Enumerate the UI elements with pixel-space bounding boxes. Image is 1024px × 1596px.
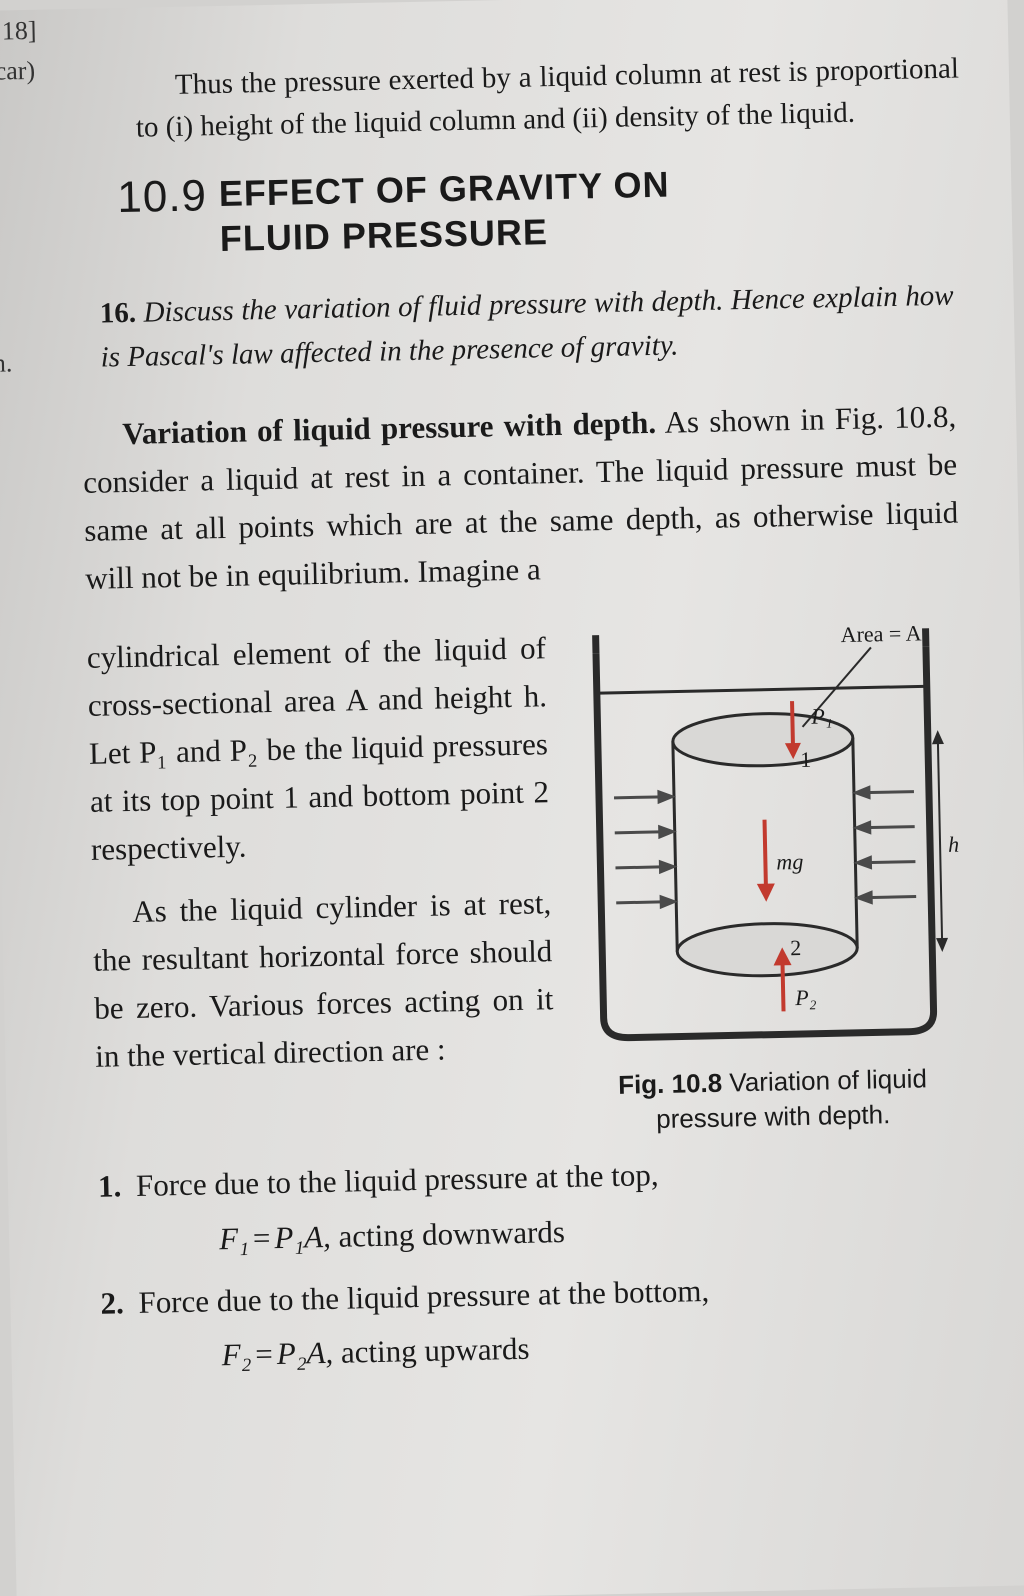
eq2-lhs: F₂ bbox=[221, 1336, 251, 1372]
list-num-2: 2. bbox=[100, 1279, 139, 1328]
list-text-1: Force due to the liquid pressure at the … bbox=[136, 1157, 659, 1203]
section-number: 10.9 bbox=[117, 171, 208, 223]
question-16: 16. Discuss the variation of fluid press… bbox=[99, 275, 955, 380]
pt2-label: 2 bbox=[790, 935, 802, 960]
wrap-text-p1: cylindrical element of the liquid of cro… bbox=[86, 625, 550, 875]
eq2-tail: acting upwards bbox=[333, 1330, 530, 1369]
h-arrow-bottom bbox=[936, 938, 948, 952]
p2-arrow-shaft bbox=[782, 962, 783, 1012]
cylinder-right bbox=[853, 738, 857, 948]
equation-2: F₂=P₂A, acting upwards bbox=[221, 1315, 986, 1379]
margin-ref: 18] bbox=[2, 16, 37, 47]
figure-caption-bold: Fig. 10.8 bbox=[618, 1068, 723, 1100]
wrap-text: cylindrical element of the liquid of cro… bbox=[86, 625, 554, 1081]
cylinder-bottom bbox=[677, 922, 858, 978]
list-num-1: 1. bbox=[98, 1162, 137, 1211]
figure-svg: Area = A P₁ 1 mg P₂ 2 bbox=[565, 616, 969, 1054]
p1-label: P₁ bbox=[810, 704, 833, 729]
p1-arrow-shaft bbox=[792, 701, 793, 747]
eq2-rhs: P₂A, bbox=[276, 1334, 333, 1370]
text-figure-wrap: cylindrical element of the liquid of cro… bbox=[86, 616, 971, 1149]
mg-label: mg bbox=[776, 849, 803, 875]
figure-caption: Fig. 10.8 Variation of liquid pressure w… bbox=[575, 1061, 971, 1139]
h-arrow-top bbox=[932, 730, 944, 744]
liquid-surface bbox=[600, 687, 924, 694]
equation-1: F₁=P₁A, acting downwards bbox=[219, 1199, 984, 1263]
question-number: 16. bbox=[99, 297, 136, 330]
intro-paragraph: Thus the pressure exerted by a liquid co… bbox=[135, 47, 961, 148]
h-label: h bbox=[948, 832, 960, 857]
wrap-text-p2: As the liquid cylinder is at rest, the r… bbox=[92, 879, 555, 1081]
section-title-line1: EFFECT OF GRAVITY ON bbox=[218, 164, 669, 214]
section-heading: 10.9 EFFECT OF GRAVITY ON FLUID PRESSURE bbox=[117, 156, 963, 264]
h-line bbox=[938, 736, 942, 946]
list-text-2: Force due to the liquid pressure at the … bbox=[138, 1273, 709, 1320]
cylinder-left bbox=[673, 742, 677, 952]
area-label: Area = A bbox=[840, 621, 921, 648]
mg-arrow-shaft bbox=[765, 820, 766, 888]
eq1-lhs: F₁ bbox=[219, 1220, 249, 1256]
textbook-page: 18] car) n. Thus the pressure exerted by… bbox=[0, 0, 1024, 1596]
margin-tag: car) bbox=[0, 56, 35, 87]
margin-side: n. bbox=[0, 348, 13, 378]
eq1-rhs: P₁A, bbox=[274, 1218, 331, 1254]
eq1-tail: acting downwards bbox=[330, 1214, 565, 1254]
side-arrows-left bbox=[614, 792, 674, 908]
paragraph-1-lead: Variation of liquid pressure with depth. bbox=[122, 405, 656, 451]
side-arrows-right bbox=[856, 787, 916, 903]
pt1-label: 1 bbox=[800, 747, 812, 772]
p2-label: P₂ bbox=[794, 985, 817, 1010]
question-text: Discuss the variation of fluid pressure … bbox=[100, 280, 954, 373]
mg-arrow-head bbox=[757, 884, 775, 902]
section-title-line2: FLUID PRESSURE bbox=[219, 211, 548, 259]
figure-10-8: Area = A P₁ 1 mg P₂ 2 bbox=[565, 616, 971, 1139]
section-title: EFFECT OF GRAVITY ON FLUID PRESSURE bbox=[218, 162, 670, 261]
paragraph-1: Variation of liquid pressure with depth.… bbox=[82, 393, 960, 603]
